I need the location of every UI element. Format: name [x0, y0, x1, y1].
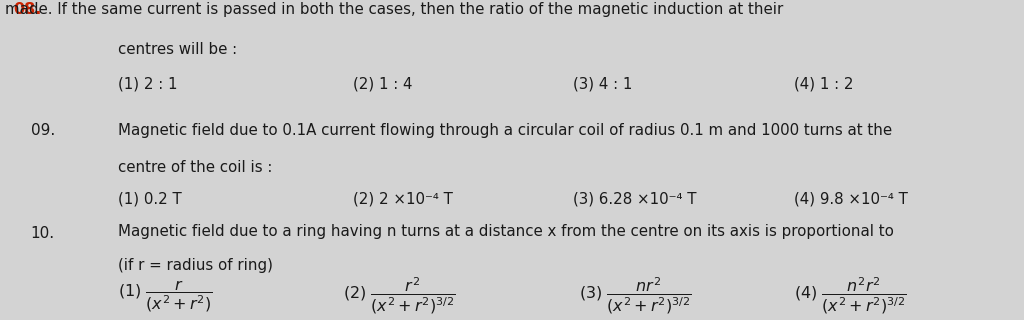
Text: (3) 4 : 1: (3) 4 : 1 [573, 77, 633, 92]
Text: (4) 9.8 ×10⁻⁴ T: (4) 9.8 ×10⁻⁴ T [794, 192, 907, 207]
Text: made. If the same current is passed in both the cases, then the ratio of the mag: made. If the same current is passed in b… [5, 2, 783, 17]
Text: (4) 1 : 2: (4) 1 : 2 [794, 77, 853, 92]
Text: 10.: 10. [31, 226, 55, 241]
Text: (1) $\dfrac{r}{(x^2+r^2)}$: (1) $\dfrac{r}{(x^2+r^2)}$ [118, 278, 212, 314]
Text: Magnetic field due to 0.1A current flowing through a circular coil of radius 0.1: Magnetic field due to 0.1A current flowi… [118, 123, 892, 138]
Text: (1) 0.2 T: (1) 0.2 T [118, 192, 181, 207]
Text: 09.: 09. [31, 123, 55, 138]
Text: (3) $\dfrac{nr^2}{(x^2+r^2)^{3/2}}$: (3) $\dfrac{nr^2}{(x^2+r^2)^{3/2}}$ [579, 276, 691, 316]
Text: (2) $\dfrac{r^2}{(x^2+r^2)^{3/2}}$: (2) $\dfrac{r^2}{(x^2+r^2)^{3/2}}$ [343, 276, 456, 316]
Text: Magnetic field due to a ring having n turns at a distance x from the centre on i: Magnetic field due to a ring having n tu… [118, 224, 894, 239]
Text: (1) 2 : 1: (1) 2 : 1 [118, 77, 177, 92]
Text: (2) 1 : 4: (2) 1 : 4 [353, 77, 413, 92]
Text: (if r = radius of ring): (if r = radius of ring) [118, 258, 272, 273]
Text: centre of the coil is :: centre of the coil is : [118, 160, 272, 175]
Text: (2) 2 ×10⁻⁴ T: (2) 2 ×10⁻⁴ T [353, 192, 454, 207]
Text: centres will be :: centres will be : [118, 42, 237, 57]
Text: (3) 6.28 ×10⁻⁴ T: (3) 6.28 ×10⁻⁴ T [573, 192, 697, 207]
Text: (4) $\dfrac{n^2r^2}{(x^2+r^2)^{3/2}}$: (4) $\dfrac{n^2r^2}{(x^2+r^2)^{3/2}}$ [794, 276, 906, 316]
Text: 08.: 08. [13, 2, 42, 17]
